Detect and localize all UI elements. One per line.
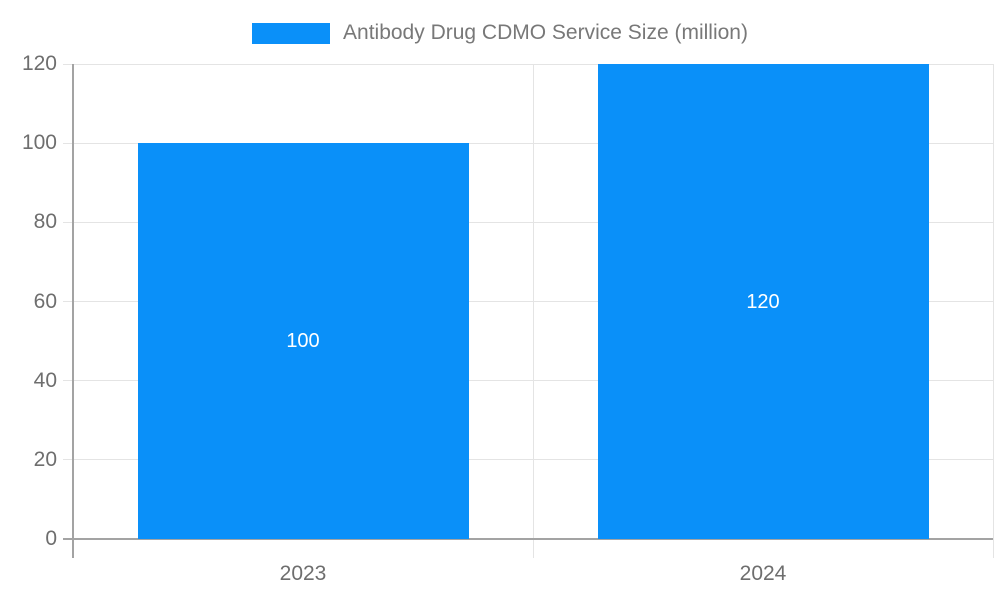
x-tick-label: 2024 bbox=[739, 562, 787, 585]
y-tick-label: 20 bbox=[33, 447, 57, 471]
y-tick-label: 100 bbox=[21, 131, 57, 155]
x-tick-label: 2023 bbox=[279, 562, 327, 585]
gridline bbox=[63, 142, 993, 144]
gridline bbox=[63, 459, 993, 461]
category-boundary-line bbox=[992, 64, 994, 558]
y-tick-label: 40 bbox=[33, 368, 57, 392]
legend-label: Antibody Drug CDMO Service Size (million… bbox=[343, 21, 748, 44]
category-boundary-line bbox=[532, 64, 534, 558]
gridline bbox=[63, 380, 993, 382]
y-tick-label: 80 bbox=[33, 210, 57, 234]
bar-value-label: 100 bbox=[286, 330, 320, 353]
legend-swatch bbox=[252, 22, 331, 44]
x-axis-line bbox=[63, 538, 993, 540]
bar[interactable]: 100 bbox=[137, 143, 469, 539]
chart-legend[interactable]: Antibody Drug CDMO Service Size (million… bbox=[0, 21, 1000, 45]
y-tick-label: 0 bbox=[45, 527, 57, 550]
y-tick-label: 60 bbox=[33, 289, 57, 313]
gridline bbox=[63, 221, 993, 223]
gridline bbox=[63, 63, 993, 65]
bar-value-label: 120 bbox=[746, 290, 780, 313]
gridline bbox=[63, 301, 993, 302]
bar[interactable]: 120 bbox=[597, 64, 929, 539]
y-tick-label: 120 bbox=[21, 52, 57, 75]
y-axis-line bbox=[72, 64, 74, 558]
